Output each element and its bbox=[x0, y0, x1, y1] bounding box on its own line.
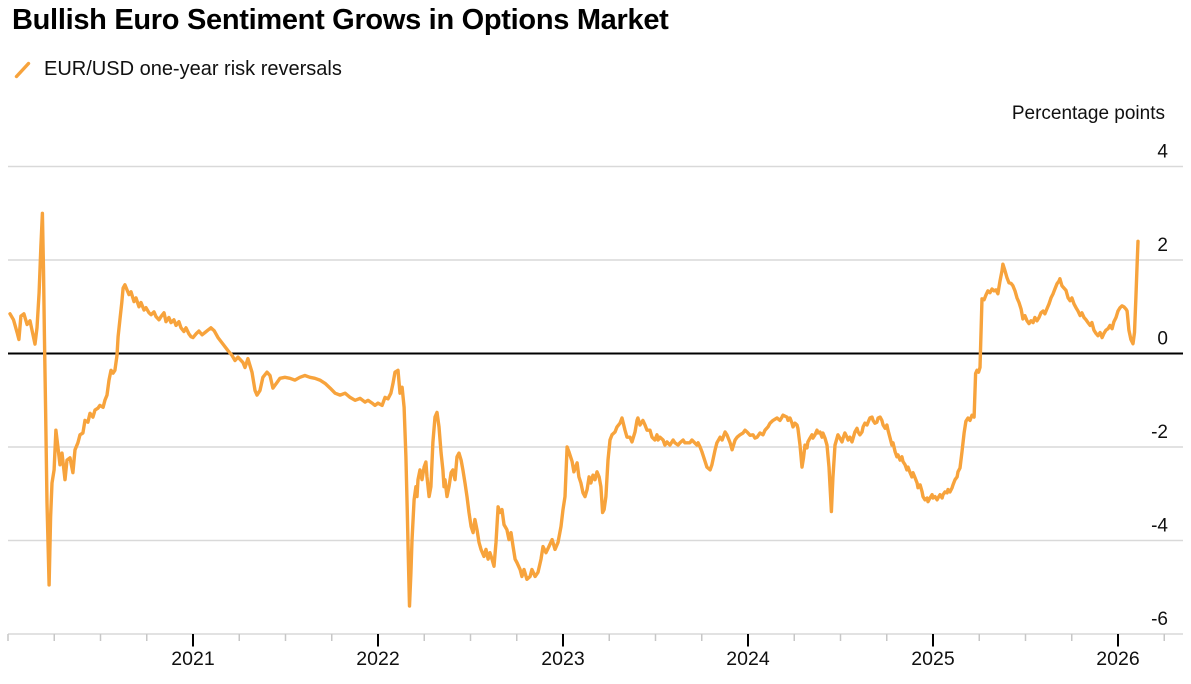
y-tick-label: 0 bbox=[1157, 329, 1168, 350]
chart-title: Bullish Euro Sentiment Grows in Options … bbox=[12, 4, 669, 36]
x-tick-label: 2022 bbox=[356, 648, 399, 670]
legend: EUR/USD one-year risk reversals bbox=[13, 58, 342, 81]
y-axis-unit-label: Percentage points bbox=[1011, 103, 1165, 124]
series-slash-icon bbox=[14, 61, 31, 78]
y-tick-label: 2 bbox=[1157, 235, 1168, 256]
legend-series-label: EUR/USD one-year risk reversals bbox=[44, 58, 342, 80]
x-tick-label: 2025 bbox=[911, 648, 955, 670]
y-tick-label: 4 bbox=[1157, 142, 1168, 163]
x-tick-label: 2021 bbox=[171, 648, 214, 670]
y-tick-label: -4 bbox=[1151, 516, 1168, 537]
x-tick-label: 2023 bbox=[541, 648, 584, 670]
x-tick-label: 2024 bbox=[726, 648, 770, 670]
x-tick-label: 2026 bbox=[1096, 648, 1139, 670]
series-line-eurusd-risk-reversals bbox=[8, 211, 1140, 608]
y-tick-label: -6 bbox=[1151, 609, 1168, 630]
y-tick-label: -2 bbox=[1151, 422, 1168, 443]
